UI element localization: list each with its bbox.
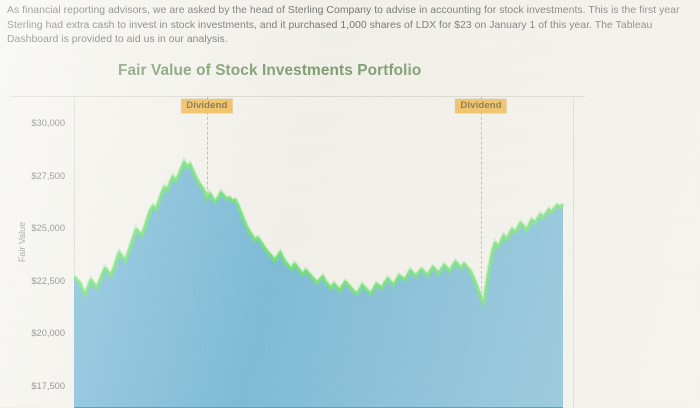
y-tick-label: $17,500: [31, 380, 65, 391]
y-tick-label: $25,000: [31, 223, 65, 234]
area-chart-svg: [74, 156, 565, 408]
dividend-label[interactable]: Dividend: [455, 99, 507, 113]
y-tick-label: $27,500: [31, 170, 65, 181]
plot-right-border: [573, 98, 574, 408]
y-tick-label: $22,500: [31, 275, 65, 286]
intro-paragraph: As financial reporting advisors, we are …: [7, 5, 680, 46]
y-tick-label: $20,000: [31, 328, 65, 339]
dividend-marker-line: [481, 97, 483, 408]
y-tick-label: $30,000: [31, 118, 65, 129]
chart-title: Fair Value of Stock Investments Portfoli…: [118, 62, 422, 79]
chart-frame: Fair Value $30,000 $27,500 $25,000 $22,500 $…: [10, 96, 585, 408]
plot-area: [74, 98, 573, 408]
dividend-marker-line: [206, 97, 208, 408]
dividend-label[interactable]: Dividend: [181, 99, 233, 113]
